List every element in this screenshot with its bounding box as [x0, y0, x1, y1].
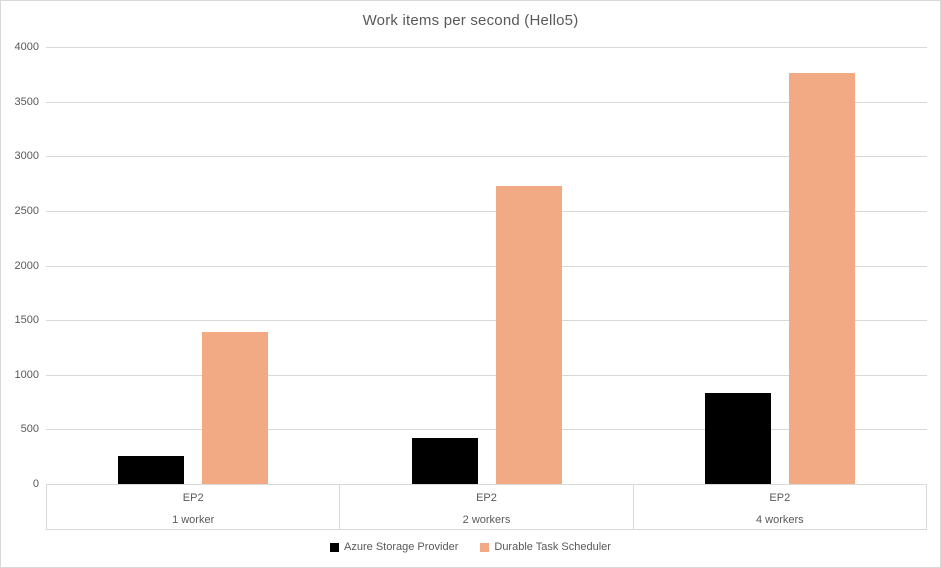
y-axis-tick-label: 4000 — [14, 41, 39, 53]
bar-azure-storage-provider — [705, 393, 772, 484]
legend-series-label: Durable Task Scheduler — [494, 541, 611, 553]
bar-azure-storage-provider — [411, 438, 478, 484]
y-axis-tick-label: 3500 — [14, 95, 39, 108]
gridline — [46, 101, 927, 103]
x-axis-workers-label: 2 workers — [462, 514, 511, 526]
bar-azure-storage-provider — [117, 455, 184, 484]
x-axis-workers-label: 4 workers — [755, 514, 804, 526]
bar-group-1-worker — [46, 47, 340, 484]
gridline — [46, 265, 927, 267]
x-axis-category-cell: EP2 1 worker — [47, 485, 339, 529]
legend-swatch-icon — [480, 542, 490, 552]
x-axis-category-cell: EP2 4 workers — [632, 485, 926, 529]
chart-title: Work items per second (Hello5) — [362, 12, 579, 29]
y-axis-tick-label: 2500 — [14, 204, 39, 217]
bar-group-4-workers — [633, 47, 927, 484]
x-axis-environment-label: EP2 — [182, 492, 204, 504]
x-axis-environment-label: EP2 — [769, 492, 791, 504]
y-axis-tick-label: 0 — [32, 478, 39, 490]
gridline — [46, 429, 927, 431]
gridline — [46, 374, 927, 376]
bar-durable-task-scheduler — [201, 332, 268, 484]
bar-durable-task-scheduler — [789, 73, 856, 484]
y-axis-tick-label: 2000 — [14, 259, 39, 272]
bar-group-2-workers — [340, 47, 634, 484]
y-axis: 0 500 1000 1500 2000 2500 3000 3500 4000 — [1, 41, 39, 490]
x-axis-environment-label: EP2 — [476, 492, 497, 504]
x-axis-table: EP2 1 worker EP2 2 workers EP2 4 workers — [46, 484, 927, 530]
y-axis-tick-label: 3000 — [14, 150, 39, 163]
gridline — [46, 47, 927, 48]
legend-swatch-icon — [330, 542, 340, 552]
y-axis-tick-label: 1500 — [14, 314, 39, 327]
legend-series-label: Azure Storage Provider — [344, 541, 459, 553]
y-axis-tick-label: 500 — [20, 423, 39, 436]
bar-durable-task-scheduler — [495, 185, 562, 484]
legend-item-durable-task-scheduler: Durable Task Scheduler — [480, 541, 611, 553]
gridline — [46, 320, 927, 322]
legend-item-azure-storage-provider: Azure Storage Provider — [330, 541, 458, 553]
x-axis-category-cell: EP2 2 workers — [339, 485, 632, 529]
gridline — [46, 156, 927, 158]
gridline — [46, 210, 927, 212]
plot-area — [46, 47, 927, 484]
legend: Azure Storage Provider Durable Task Sched… — [1, 541, 940, 553]
y-axis-tick-label: 1000 — [14, 368, 39, 381]
x-axis-workers-label: 1 worker — [172, 514, 215, 526]
